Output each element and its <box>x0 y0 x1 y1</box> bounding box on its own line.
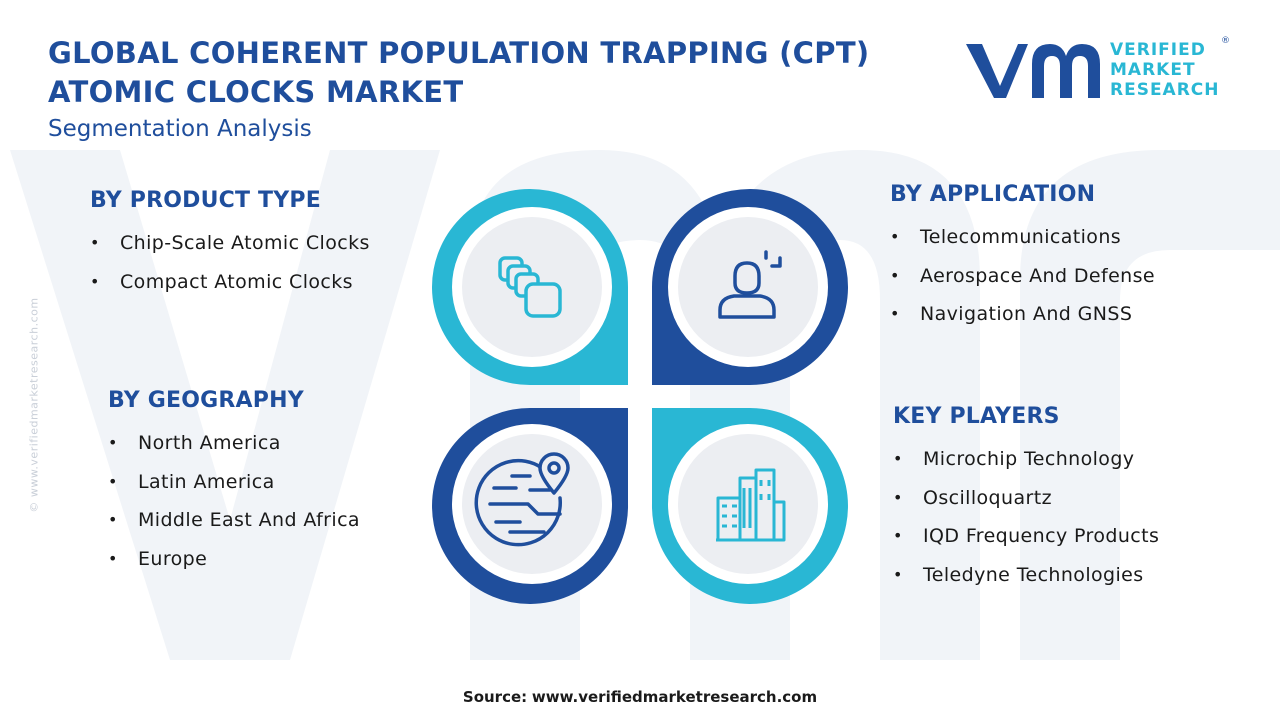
list-item: Oscilloquartz <box>893 479 1159 518</box>
list-application: Telecommunications Aerospace And Defense… <box>890 218 1155 334</box>
logo-wordmark: VERIFIED MARKET RESEARCH <box>1110 40 1220 100</box>
list-item: Aerospace And Defense <box>890 257 1155 296</box>
list-item: Latin America <box>108 463 360 502</box>
list-geography: North America Latin America Middle East … <box>108 424 360 578</box>
list-item: Middle East And Africa <box>108 501 360 540</box>
user-application-icon <box>718 250 782 319</box>
petal-top-right <box>652 189 848 386</box>
heading-application: BY APPLICATION <box>890 182 1096 207</box>
vmr-logo-mark <box>966 44 1100 98</box>
logo-line-3: RESEARCH <box>1110 80 1220 100</box>
list-item: Microchip Technology <box>893 440 1159 479</box>
logo-line-2: MARKET <box>1110 60 1196 80</box>
page-subtitle: Segmentation Analysis <box>48 116 312 142</box>
list-item: IQD Frequency Products <box>893 517 1159 556</box>
source-label: Source: <box>462 688 528 706</box>
list-key-players: Microchip Technology Oscilloquartz IQD F… <box>893 440 1159 594</box>
list-item: Europe <box>108 540 360 579</box>
globe-location-icon <box>474 452 570 547</box>
list-item: Teledyne Technologies <box>893 556 1159 595</box>
list-item: North America <box>108 424 360 463</box>
title-line-2: ATOMIC CLOCKS MARKET <box>48 75 464 109</box>
heading-geography: BY GEOGRAPHY <box>108 388 304 413</box>
list-item: Compact Atomic Clocks <box>90 263 370 302</box>
source-url: www.verifiedmarketresearch.com <box>531 688 818 706</box>
side-watermark-url: © www.verifiedmarketresearch.com <box>27 297 41 513</box>
heading-product-type: BY PRODUCT TYPE <box>90 188 321 213</box>
heading-key-players: KEY PLAYERS <box>893 404 1060 429</box>
chip-stack-icon <box>498 256 562 318</box>
city-buildings-icon <box>716 468 786 542</box>
vmr-logo <box>966 44 1100 98</box>
source-footer: Source: www.verifiedmarketresearch.com <box>0 688 1280 706</box>
logo-registered-mark: ® <box>1221 36 1230 46</box>
list-item: Chip-Scale Atomic Clocks <box>90 224 370 263</box>
list-item: Navigation And GNSS <box>890 295 1155 334</box>
title-line-1: GLOBAL COHERENT POPULATION TRAPPING (CPT… <box>48 36 870 70</box>
logo-line-1: VERIFIED <box>1110 40 1206 60</box>
segment-petal-graphic <box>432 189 848 604</box>
page-title: GLOBAL COHERENT POPULATION TRAPPING (CPT… <box>48 34 928 112</box>
list-item: Telecommunications <box>890 218 1155 257</box>
list-product-type: Chip-Scale Atomic Clocks Compact Atomic … <box>90 224 370 301</box>
